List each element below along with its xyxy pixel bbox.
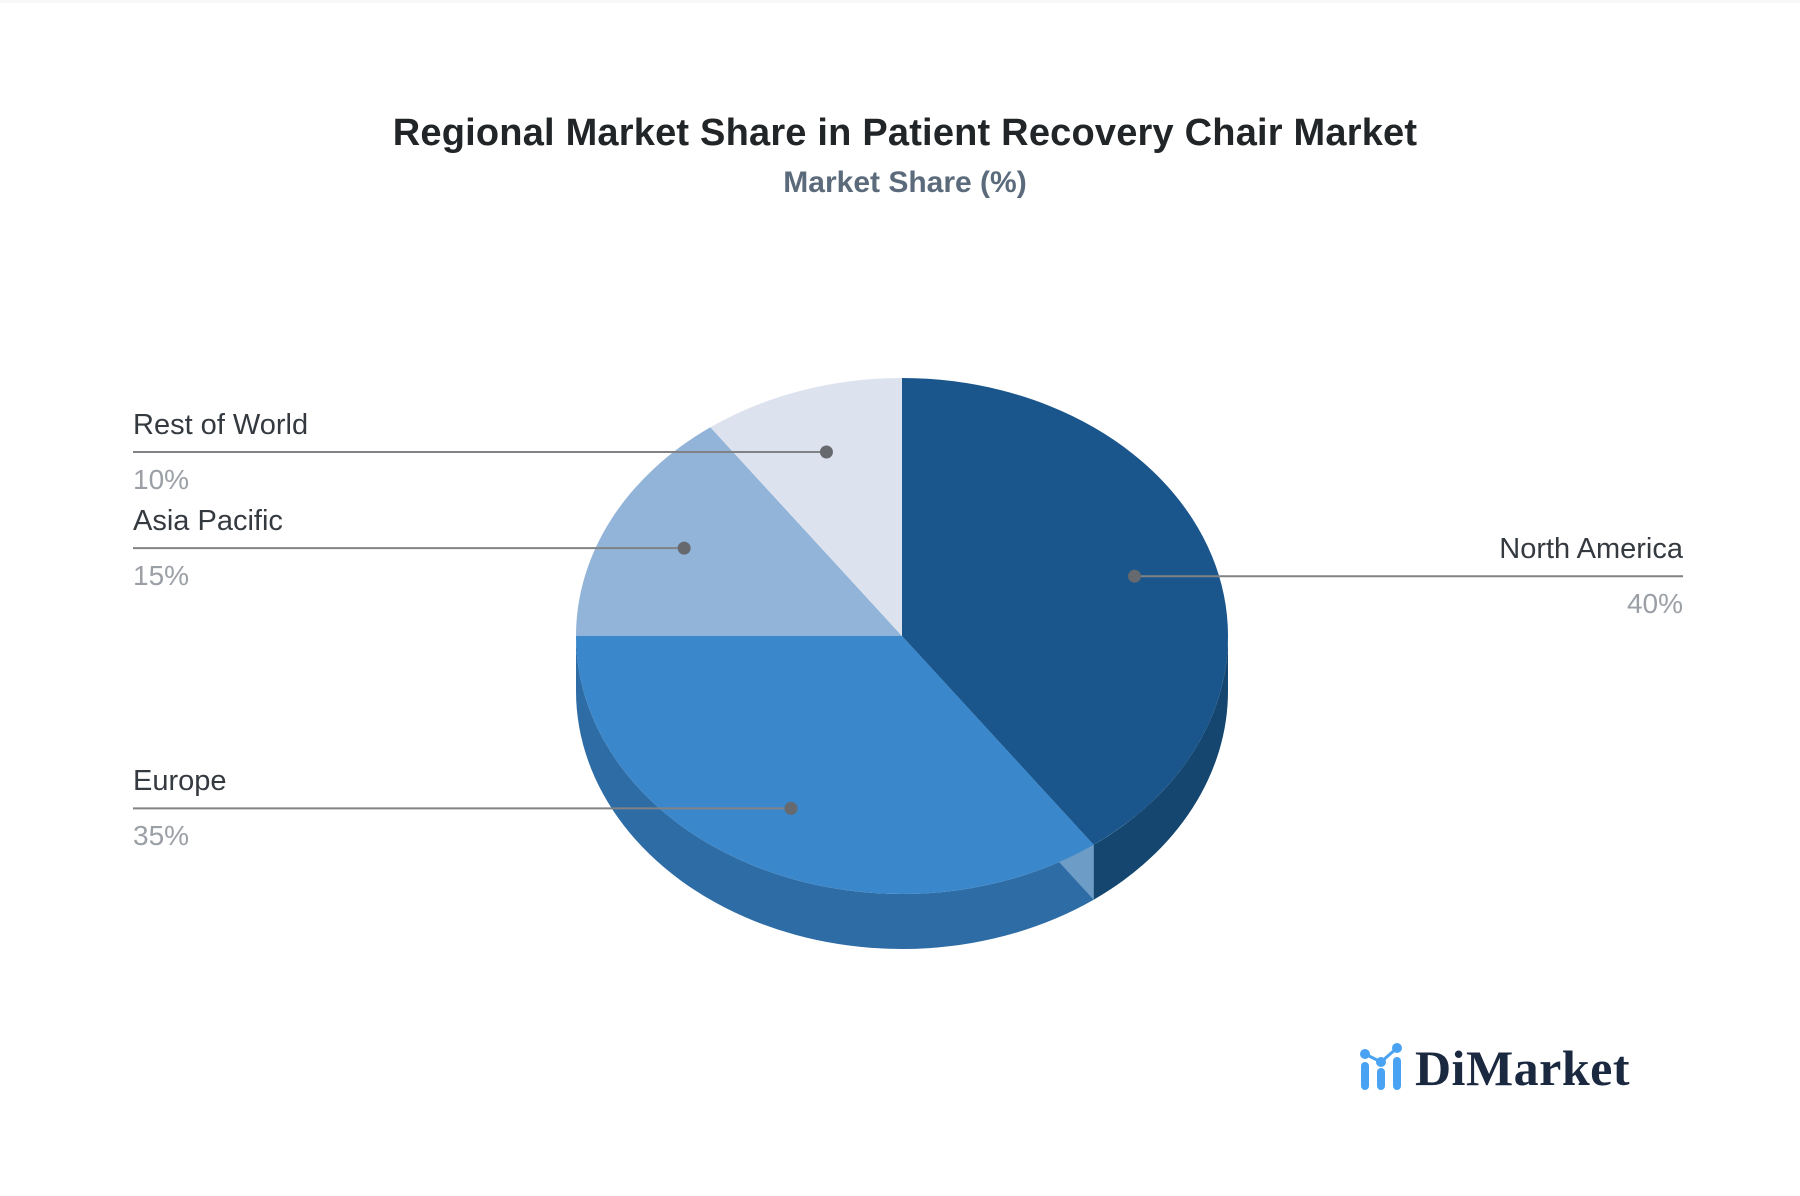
pie-slice-north-america[interactable] [902, 378, 1229, 845]
bar-chart-trend-icon [1359, 1043, 1402, 1090]
logo-bar [1360, 1062, 1369, 1090]
leader-dot-europe [784, 801, 798, 815]
chart-subtitle: Market Share (%) [783, 166, 1027, 199]
brand-name: DiMarket [1414, 1040, 1630, 1096]
pie-slice-wall-europe [576, 636, 1094, 950]
pie-slice-rest-of-world[interactable] [710, 378, 902, 636]
top-edge-strip [0, 0, 1800, 3]
leader-dot-north-america [1128, 569, 1142, 583]
leader-dot-asia-pacific [677, 541, 691, 555]
leader-dot-rest-of-world [819, 445, 833, 459]
pie-slice-asia-pacific[interactable] [576, 427, 902, 636]
pie-slice-europe[interactable] [576, 636, 1094, 895]
logo-bar [1376, 1068, 1385, 1090]
pie-slice-wall-north-america [1093, 636, 1228, 900]
logo-dot [1391, 1043, 1402, 1053]
logo-dot [1375, 1057, 1386, 1067]
logo-bar [1392, 1057, 1401, 1090]
brand-logo[interactable]: DiMarket [1359, 1040, 1630, 1096]
chart-header: Regional Market Share in Patient Recover… [5, 110, 1800, 202]
chart-title: Regional Market Share in Patient Recover… [392, 112, 1418, 154]
logo-dot [1359, 1049, 1370, 1059]
